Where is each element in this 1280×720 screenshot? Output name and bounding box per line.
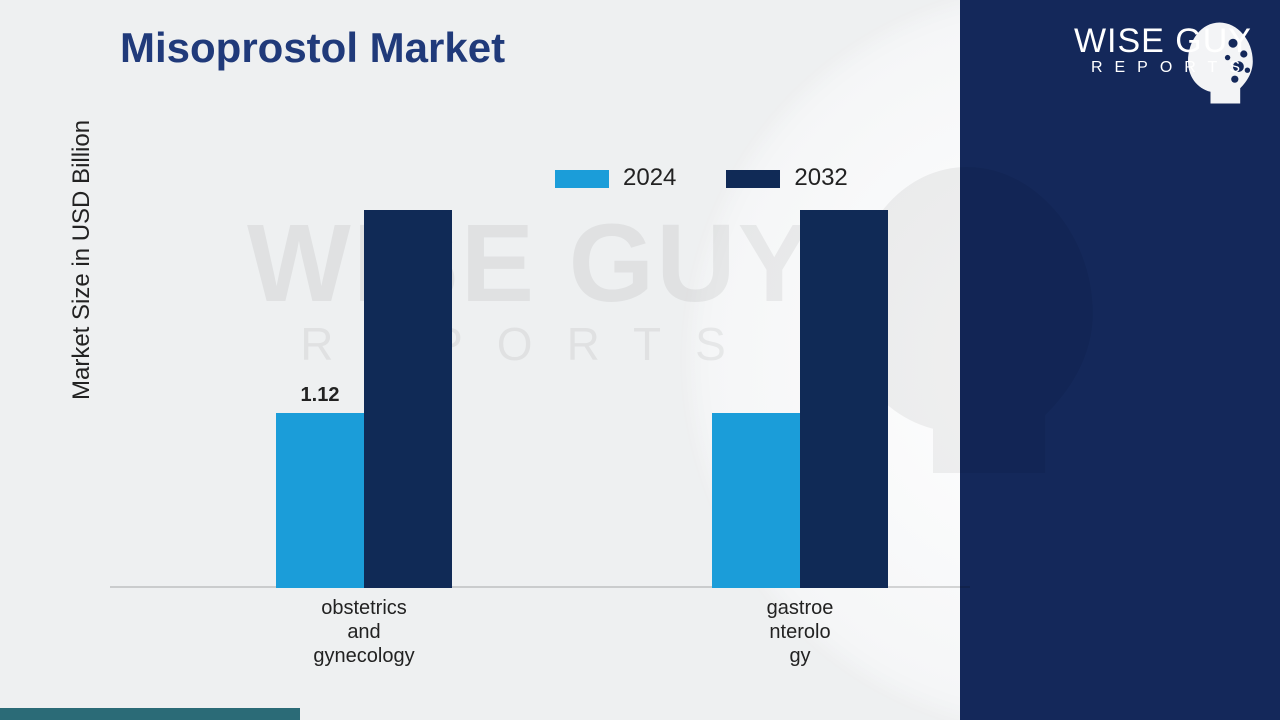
plot-area: obstetrics and gynecologygastroe nterolo…	[110, 198, 970, 588]
logo-text: WISE GUY REPORTS	[1074, 24, 1252, 76]
legend: 2024 2032	[555, 164, 848, 192]
legend-swatch-2032	[726, 170, 780, 188]
logo-line2: REPORTS	[1074, 60, 1252, 76]
stage: WISE GUY REPORTS Misoprostol Market WISE…	[0, 0, 1280, 720]
value-label: 1.12	[290, 384, 350, 407]
x-axis-label: gastroe nterolo gy	[730, 596, 870, 668]
legend-item-2032: 2032	[726, 164, 847, 192]
logo-line1: WISE GUY	[1074, 24, 1252, 58]
bar	[800, 210, 888, 588]
bottom-accent	[0, 708, 300, 720]
bar	[712, 413, 800, 588]
chart-title: Misoprostol Market	[120, 24, 505, 72]
legend-label-2032: 2032	[794, 164, 847, 191]
y-axis-label: Market Size in USD Billion	[68, 120, 96, 400]
bar	[364, 210, 452, 588]
legend-item-2024: 2024	[555, 164, 676, 192]
bar	[276, 413, 364, 588]
x-axis-label: obstetrics and gynecology	[294, 596, 434, 668]
legend-label-2024: 2024	[623, 164, 676, 191]
legend-swatch-2024	[555, 170, 609, 188]
